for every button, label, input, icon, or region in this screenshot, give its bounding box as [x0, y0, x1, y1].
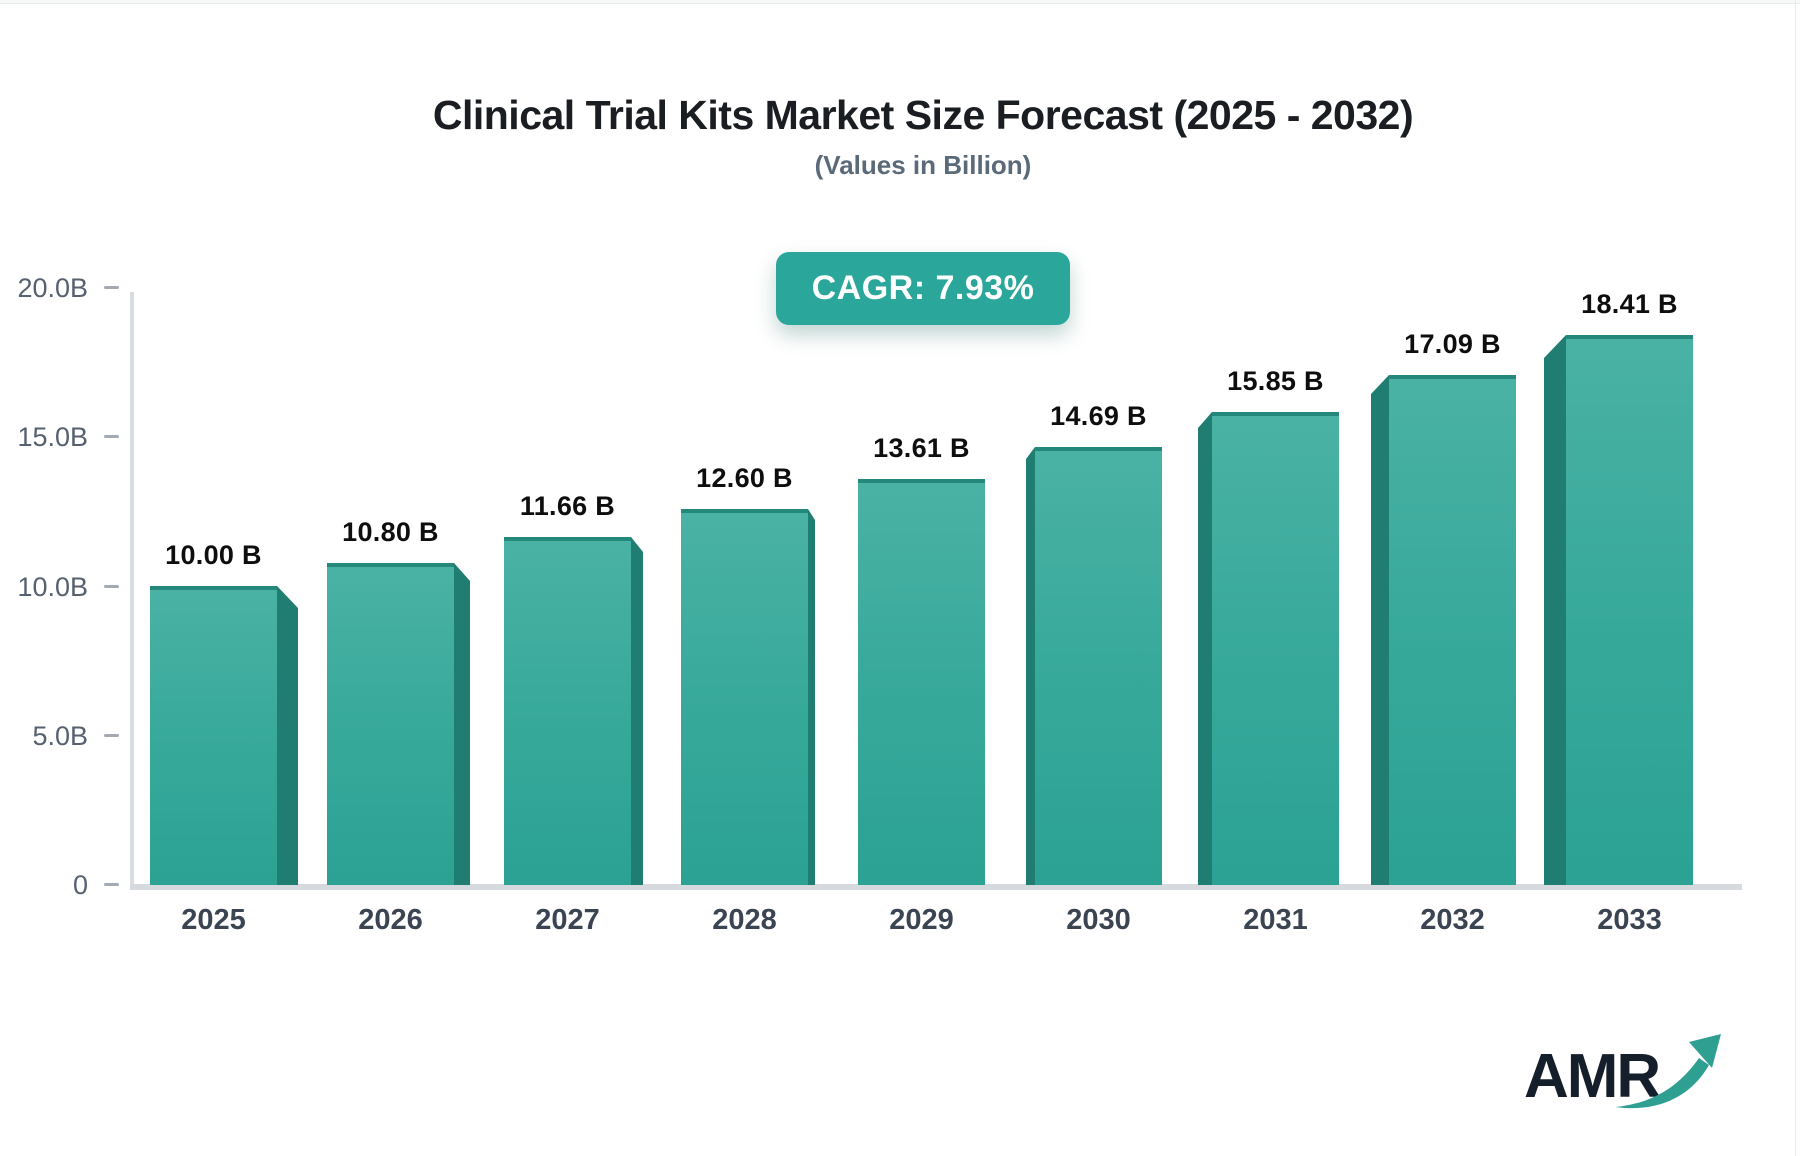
- bar-2031: [1212, 412, 1339, 885]
- bar-2025-side-face: [277, 586, 298, 885]
- trend-arrow-icon: [1615, 1034, 1721, 1109]
- bar-2032: [1389, 375, 1516, 885]
- bar-value-label-2026: 10.80 B: [342, 517, 439, 547]
- bar-2033-side-face: [1544, 335, 1566, 885]
- y-axis-line: [130, 292, 134, 886]
- bar-2025: [150, 586, 277, 885]
- cagr-badge: CAGR: 7.93%: [775, 252, 1071, 325]
- y-axis-tick-mark: [104, 883, 119, 886]
- y-axis-tick-mark: [104, 733, 119, 737]
- amr-logo-text: AMR: [1524, 1042, 1660, 1111]
- x-axis-baseline: [130, 884, 1742, 890]
- bar-2027: [504, 537, 631, 885]
- x-axis-label-2029: 2029: [889, 904, 954, 936]
- y-axis-tick-label: 20.0B: [17, 273, 88, 303]
- amr-logo: AMR: [1524, 1034, 1721, 1111]
- bar-2028: [681, 509, 808, 885]
- bar-value-label-2032: 17.09 B: [1404, 329, 1501, 359]
- x-axis-label-2031: 2031: [1243, 904, 1308, 936]
- x-axis-label-2028: 2028: [712, 904, 777, 936]
- window-right-edge: [1795, 0, 1796, 1156]
- y-axis-tick-mark: [104, 435, 119, 439]
- y-axis-tick-mark: [104, 286, 119, 289]
- bar-value-label-2029: 13.61 B: [873, 433, 970, 463]
- bar-2026-side-face: [454, 563, 470, 885]
- chart-subtitle: (Values in Billion): [814, 150, 1032, 180]
- x-axis-label-2026: 2026: [358, 904, 423, 936]
- y-axis-tick-label: 15.0B: [17, 422, 88, 453]
- bar-value-label-2033: 18.41 B: [1581, 289, 1678, 319]
- bar-value-label-2028: 12.60 B: [696, 463, 793, 493]
- bar-2030-side-face: [1026, 447, 1035, 885]
- x-axis-label-2033: 2033: [1597, 904, 1662, 936]
- y-axis-tick-label: 10.0B: [17, 571, 88, 602]
- bar-value-label-2025: 10.00 B: [165, 540, 262, 570]
- bar-value-label-2031: 15.85 B: [1227, 366, 1324, 396]
- window-top-edge: [0, 0, 1800, 4]
- x-axis-label-2032: 2032: [1420, 904, 1485, 936]
- y-axis-tick-label: 5.0B: [32, 720, 88, 751]
- bar-2026: [327, 563, 454, 885]
- bar-value-label-2027: 11.66 B: [519, 491, 616, 521]
- x-axis-label-2030: 2030: [1066, 904, 1131, 936]
- bar-2028-side-face: [808, 509, 815, 885]
- chart-title: Clinical Trial Kits Market Size Forecast…: [432, 92, 1414, 138]
- y-axis-tick-label: 0: [72, 870, 88, 900]
- x-axis-label-2025: 2025: [181, 904, 246, 936]
- bar-2030: [1035, 447, 1162, 885]
- bar-2033: [1566, 335, 1693, 885]
- bar-2027-side-face: [631, 537, 643, 885]
- x-axis-label-2027: 2027: [535, 904, 600, 936]
- y-axis-tick-mark: [104, 584, 119, 588]
- bar-value-label-2030: 14.69 B: [1050, 401, 1147, 431]
- bar-2032-side-face: [1371, 375, 1389, 885]
- bar-2031-side-face: [1198, 412, 1212, 885]
- bar-2029: [858, 479, 985, 885]
